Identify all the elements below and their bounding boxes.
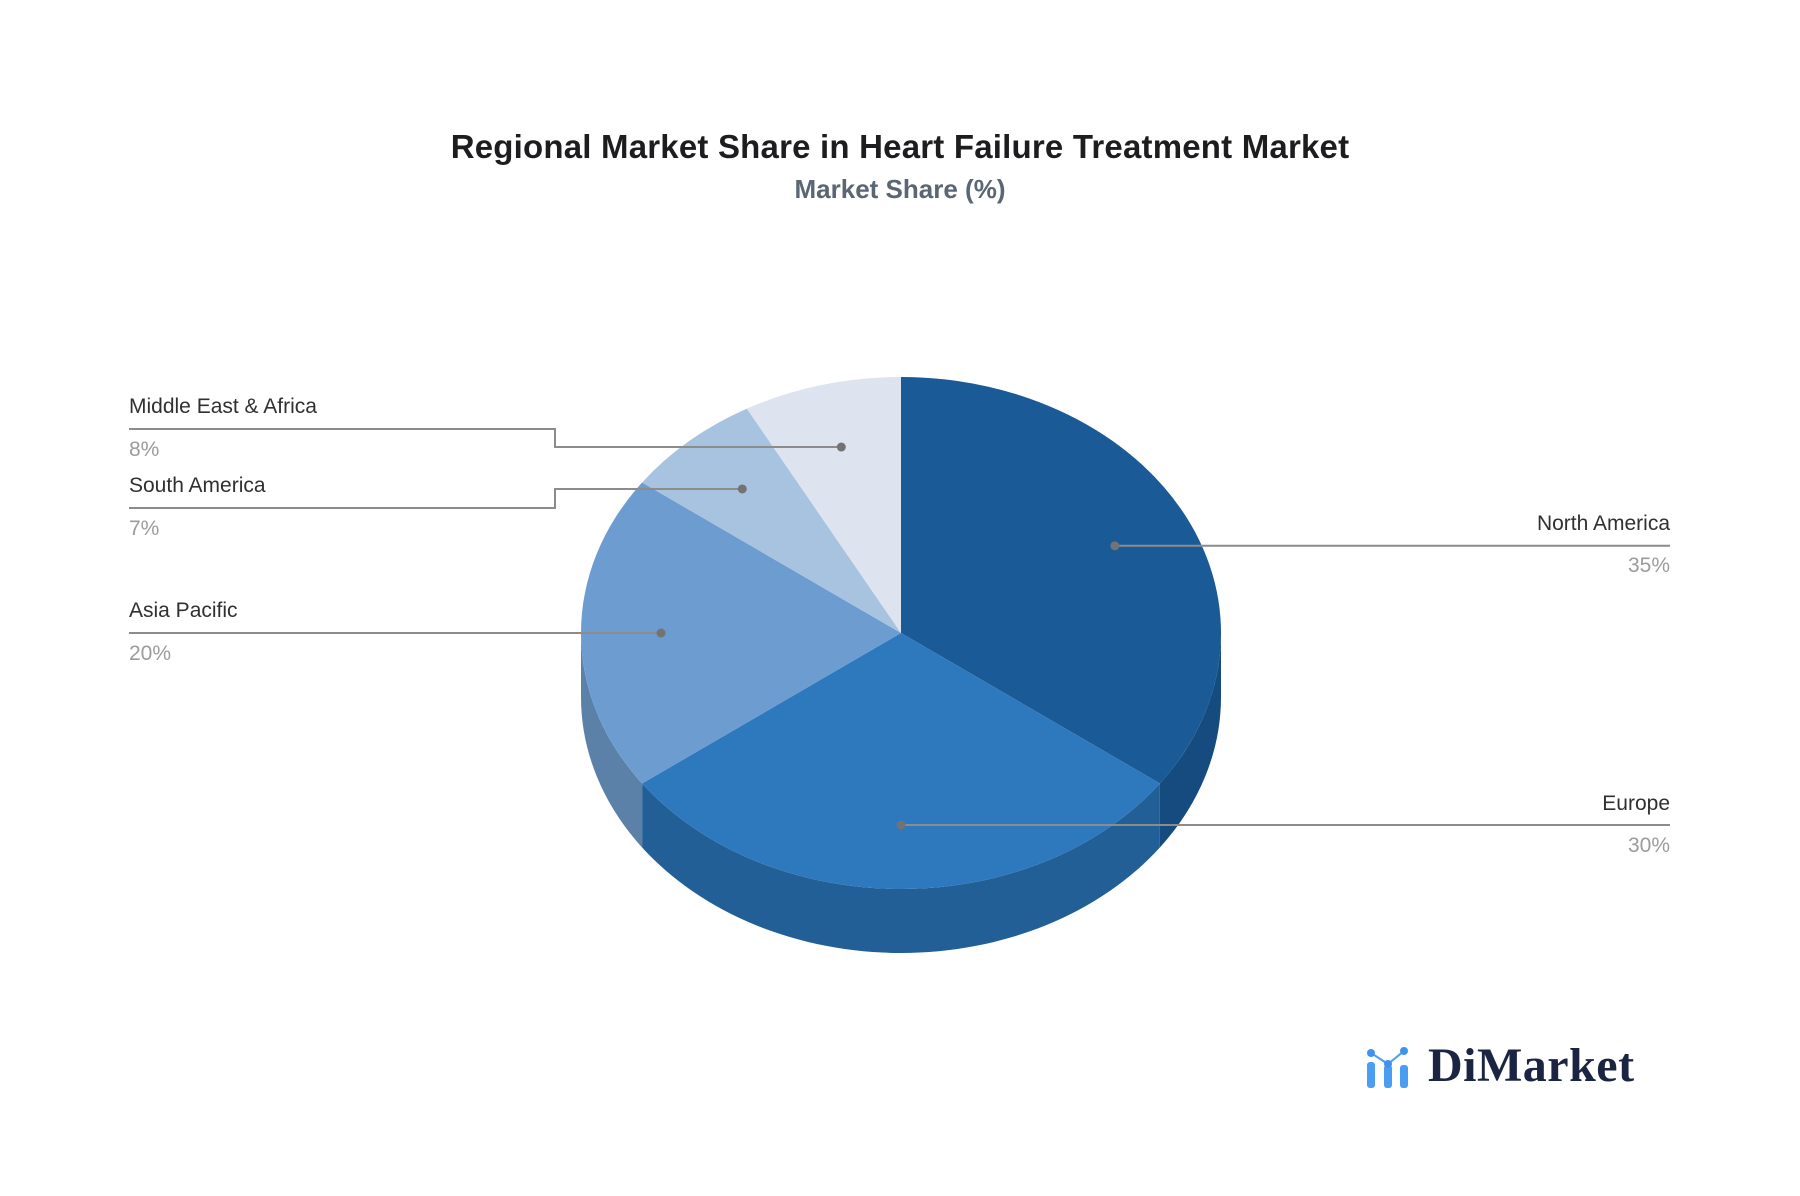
chart-title: Regional Market Share in Heart Failure T… — [450, 128, 1350, 165]
slice-label-europe: Europe — [1602, 792, 1670, 815]
pie-slice-side-asia-pacific — [581, 633, 643, 848]
leader-dot-middle-east-africa — [836, 442, 846, 452]
slice-value-europe: 30% — [1627, 834, 1670, 857]
pie-slice-side-europe — [642, 783, 1160, 953]
bar-line-chart-icon — [1367, 1047, 1408, 1088]
slice-label-south-america: South America — [129, 474, 266, 497]
slice-value-north-america: 35% — [1627, 554, 1670, 577]
pie-slice-asia-pacific[interactable] — [581, 482, 901, 784]
pie-slice-north-america[interactable] — [901, 377, 1221, 784]
pie-slice-south-america[interactable] — [642, 408, 901, 633]
pie-slice-side-north-america — [1159, 633, 1221, 848]
chart-subtitle: Market Share (%) — [794, 174, 1006, 204]
slice-label-middle-east-africa: Middle East & Africa — [129, 395, 317, 418]
pie-slice-middle-east-africa[interactable] — [746, 377, 901, 633]
leader-dot-north-america — [1110, 541, 1120, 551]
logo-text: DiMarket — [1428, 1039, 1635, 1092]
logo: DiMarket — [1366, 1042, 1635, 1092]
leader-dot-europe — [896, 820, 906, 830]
slice-label-asia-pacific: Asia Pacific — [129, 599, 238, 622]
leader-line-middle-east-africa — [129, 428, 842, 448]
leader-line-south-america — [129, 488, 743, 509]
slice-value-middle-east-africa: 8% — [129, 438, 160, 461]
leader-dot-south-america — [737, 484, 747, 494]
slice-value-asia-pacific: 20% — [129, 642, 172, 665]
leader-dot-asia-pacific — [656, 628, 666, 638]
slice-value-south-america: 7% — [129, 517, 160, 540]
slice-label-north-america: North America — [1536, 512, 1670, 535]
